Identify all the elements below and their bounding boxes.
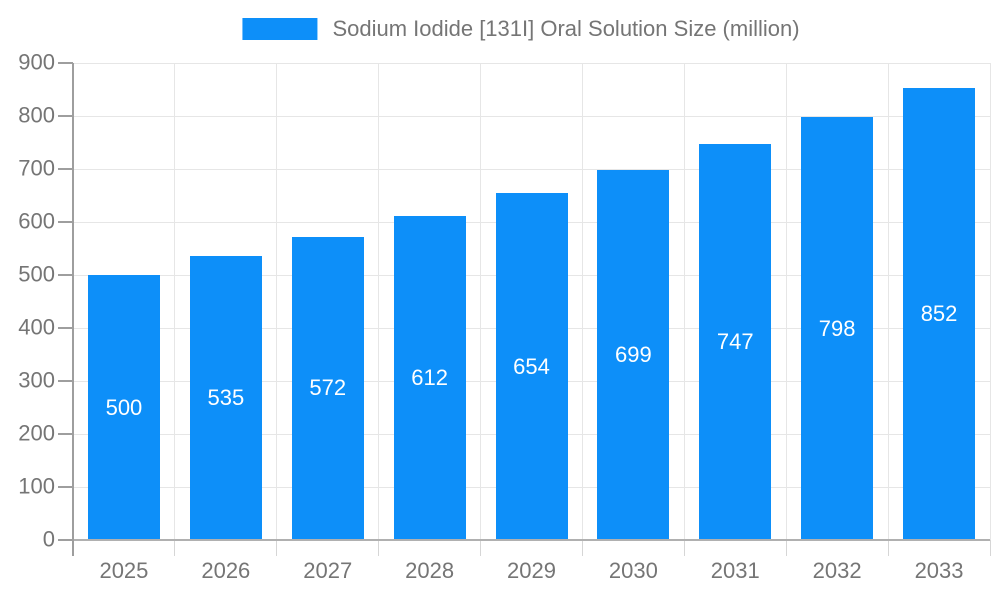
gridline-vertical [378, 63, 380, 540]
bar-2033[interactable]: 852 [903, 88, 976, 540]
x-axis-tick [989, 540, 991, 556]
x-axis-baseline [73, 539, 990, 541]
x-axis-label: 2025 [99, 558, 149, 583]
x-axis-label: 2031 [710, 558, 760, 583]
gridline-horizontal [73, 62, 990, 64]
gridline-vertical [785, 63, 787, 540]
y-axis-tick [58, 486, 73, 488]
x-axis-tick [683, 540, 685, 556]
y-axis-label: 400 [18, 314, 55, 340]
y-axis-tick [58, 221, 73, 223]
bar-value-label: 500 [105, 394, 143, 420]
gridline-vertical [683, 63, 685, 540]
x-axis-tick [378, 540, 380, 556]
y-axis-label: 200 [18, 420, 55, 446]
y-axis-label: 300 [18, 367, 55, 393]
x-axis-tick [174, 540, 176, 556]
bar-2031[interactable]: 747 [699, 144, 772, 540]
gridline-vertical [581, 63, 583, 540]
gridline-vertical [276, 63, 278, 540]
x-axis-tick [276, 540, 278, 556]
y-axis-tick [58, 380, 73, 382]
x-axis-label: 2029 [507, 558, 556, 583]
y-axis-tick [58, 115, 73, 117]
y-axis-label: 0 [42, 526, 55, 552]
x-axis-label: 2028 [405, 558, 455, 583]
y-axis-tick [58, 62, 73, 64]
bar-value-label: 747 [716, 329, 754, 355]
bar-value-label: 699 [615, 341, 652, 367]
legend-title: Sodium Iodide [131I] Oral Solution Size … [332, 16, 800, 41]
bar-value-label: 852 [920, 301, 958, 327]
y-axis-tick [58, 539, 73, 541]
bar-value-label: 798 [818, 315, 856, 341]
y-axis-label: 700 [18, 155, 55, 181]
y-axis-tick [58, 274, 73, 276]
x-axis-tick [480, 540, 482, 556]
x-axis-label: 2026 [201, 558, 251, 583]
y-axis-label: 900 [18, 49, 55, 75]
y-axis-tick [58, 168, 73, 170]
gridline-vertical [989, 63, 991, 540]
x-axis-label: 2033 [914, 558, 964, 583]
legend-swatch[interactable] [242, 18, 318, 40]
y-axis-tick [58, 433, 73, 435]
y-axis-label: 500 [18, 261, 55, 287]
x-axis-label: 2032 [812, 558, 862, 583]
bar-2028[interactable]: 612 [393, 215, 466, 540]
y-axis-tick [58, 327, 73, 329]
gridline-horizontal [73, 168, 990, 170]
bar-2029[interactable]: 654 [495, 193, 568, 540]
y-axis-label: 800 [18, 102, 55, 128]
x-axis-tick [887, 540, 889, 556]
x-axis-label: 2027 [303, 558, 353, 583]
gridline-vertical [480, 63, 482, 540]
bar-value-label: 535 [207, 385, 245, 411]
x-axis-tick [785, 540, 787, 556]
bar-2025[interactable]: 500 [87, 275, 160, 540]
bar-2027[interactable]: 572 [291, 236, 364, 540]
bar-2032[interactable]: 798 [801, 117, 874, 540]
y-axis-line [72, 63, 74, 556]
gridline-horizontal [73, 115, 990, 117]
bar-value-label: 572 [309, 375, 347, 401]
y-axis-label: 600 [18, 208, 55, 234]
x-axis-tick [581, 540, 583, 556]
bar-2026[interactable]: 535 [189, 256, 262, 540]
bar-value-label: 612 [411, 364, 448, 390]
bar-value-label: 654 [513, 353, 550, 379]
gridline-vertical [887, 63, 889, 540]
legend[interactable]: Sodium Iodide [131I] Oral Solution Size … [242, 16, 800, 42]
y-axis-label: 100 [18, 473, 55, 499]
x-axis-label: 2030 [608, 558, 658, 583]
bar-2030[interactable]: 699 [597, 169, 670, 540]
gridline-vertical [174, 63, 176, 540]
